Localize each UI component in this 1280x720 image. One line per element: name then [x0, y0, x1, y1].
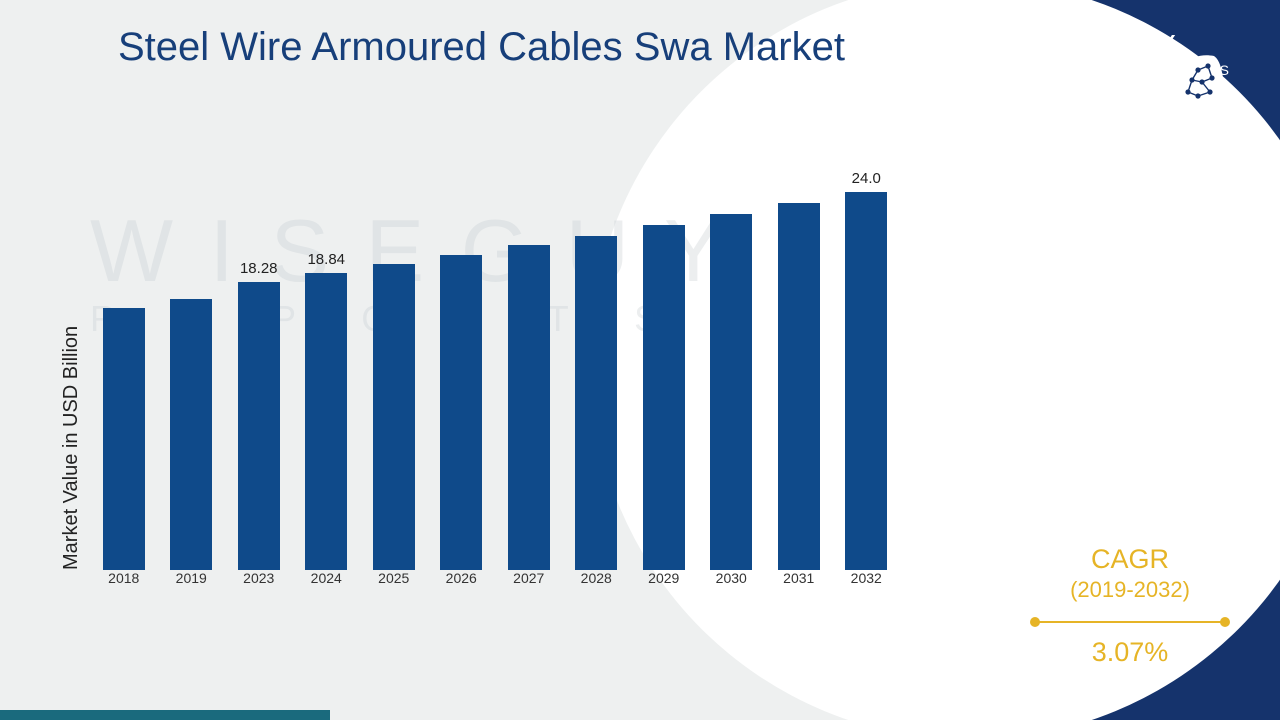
x-axis-labels: 2018201920232024202520262027202820292030… — [90, 570, 900, 586]
bar-value-label: 18.28 — [240, 260, 278, 278]
x-axis-label: 2019 — [158, 570, 226, 586]
bar-slot — [495, 223, 563, 570]
bar-slot — [698, 192, 766, 570]
bar — [778, 203, 820, 570]
bar-slot — [360, 242, 428, 570]
bar — [103, 308, 145, 570]
bar — [845, 192, 887, 570]
bar-slot — [630, 203, 698, 570]
bars-row: 18.28 18.84 24.0 — [90, 160, 900, 570]
x-axis-label: 2025 — [360, 570, 428, 586]
bar-value-label: 18.84 — [307, 251, 345, 269]
x-axis-label: 2031 — [765, 570, 833, 586]
x-axis-label: 2027 — [495, 570, 563, 586]
bar-slot — [765, 181, 833, 570]
bar — [575, 236, 617, 570]
x-axis-label: 2018 — [90, 570, 158, 586]
bar-slot: 18.84 — [293, 251, 361, 570]
x-axis-label: 2030 — [698, 570, 766, 586]
bar — [170, 299, 212, 570]
brand-logo: WISE GUY R E P O R T S — [1007, 28, 1240, 78]
bottom-accent-bar — [0, 710, 330, 720]
cagr-value: 3.07% — [1020, 637, 1240, 668]
bar — [373, 264, 415, 570]
bar-slot: 18.28 — [225, 260, 293, 570]
cagr-range: (2019-2032) — [1020, 577, 1240, 603]
cagr-divider — [1035, 621, 1225, 623]
x-axis-label: 2026 — [428, 570, 496, 586]
bar — [643, 225, 685, 570]
bar — [440, 255, 482, 570]
x-axis-label: 2023 — [225, 570, 293, 586]
bar-value-label: 24.0 — [852, 170, 881, 188]
bar — [238, 282, 280, 570]
chart-title: Steel Wire Armoured Cables Swa Market — [118, 24, 845, 70]
x-axis-label: 2029 — [630, 570, 698, 586]
x-axis-label: 2032 — [833, 570, 901, 586]
bar-slot: 24.0 — [833, 170, 901, 570]
brand-logo-main: WISE GUY — [1007, 28, 1178, 64]
y-axis-label: Market Value in USD Billion — [60, 326, 83, 570]
bar — [508, 245, 550, 570]
cagr-block: CAGR (2019-2032) 3.07% — [1020, 544, 1240, 668]
bar-slot — [428, 233, 496, 570]
x-axis-label: 2028 — [563, 570, 631, 586]
bar-slot — [563, 214, 631, 570]
bar-slot — [158, 277, 226, 570]
bar — [305, 273, 347, 570]
cagr-title: CAGR — [1020, 544, 1240, 575]
x-axis-label: 2024 — [293, 570, 361, 586]
bar-chart: 18.2818.8424.0 2018201920232024202520262… — [90, 160, 900, 598]
canvas: W I S E G U Y R E P O R T S Steel Wire A… — [0, 0, 1280, 720]
ai-head-icon — [1164, 50, 1228, 122]
bar — [710, 214, 752, 570]
bar-slot — [90, 286, 158, 570]
